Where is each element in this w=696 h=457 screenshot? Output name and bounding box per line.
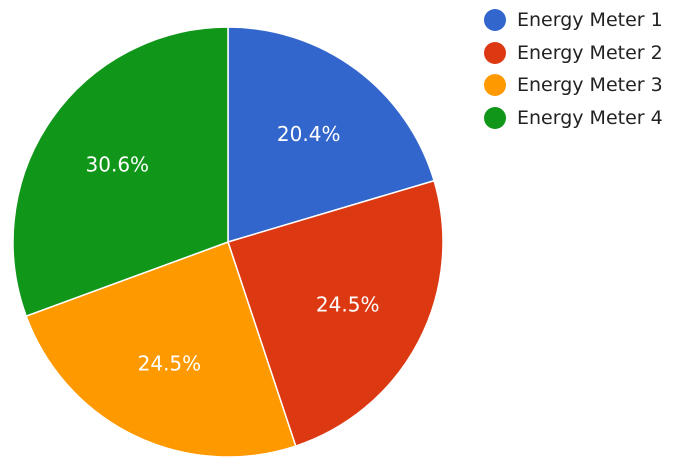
legend-item-energy-meter-4[interactable]: Energy Meter 4 — [484, 102, 663, 135]
legend-item-energy-meter-3[interactable]: Energy Meter 3 — [484, 69, 663, 102]
legend-swatch-energy-meter-1 — [484, 9, 506, 32]
legend-label-energy-meter-4: Energy Meter 4 — [517, 106, 663, 129]
legend-label-energy-meter-3: Energy Meter 3 — [517, 74, 663, 97]
slice-label-energy-meter-2: 24.5% — [316, 292, 380, 316]
pie-slices — [12, 26, 444, 457]
slice-label-energy-meter-1: 20.4% — [277, 122, 341, 146]
slice-label-energy-meter-3: 24.5% — [138, 352, 202, 376]
pie-slice-energy-meter-3[interactable] — [25, 241, 297, 457]
legend-swatch-energy-meter-4 — [484, 106, 506, 129]
pie-slice-energy-meter-2[interactable] — [227, 179, 444, 448]
chart-legend: Energy Meter 1 Energy Meter 2 Energy Met… — [484, 4, 663, 134]
legend-swatch-energy-meter-2 — [484, 41, 506, 64]
pie-slice-energy-meter-1[interactable] — [227, 26, 436, 244]
legend-item-energy-meter-1[interactable]: Energy Meter 1 — [484, 4, 663, 37]
slice-label-energy-meter-4: 30.6% — [86, 153, 150, 177]
legend-label-energy-meter-2: Energy Meter 2 — [517, 41, 663, 64]
pie-slice-energy-meter-4[interactable] — [12, 26, 229, 318]
legend-swatch-energy-meter-3 — [484, 74, 506, 97]
legend-item-energy-meter-2[interactable]: Energy Meter 2 — [484, 37, 663, 70]
legend-label-energy-meter-1: Energy Meter 1 — [517, 9, 663, 32]
pie-slice-labels: 20.4% 24.5% 24.5% 30.6% — [86, 122, 380, 376]
